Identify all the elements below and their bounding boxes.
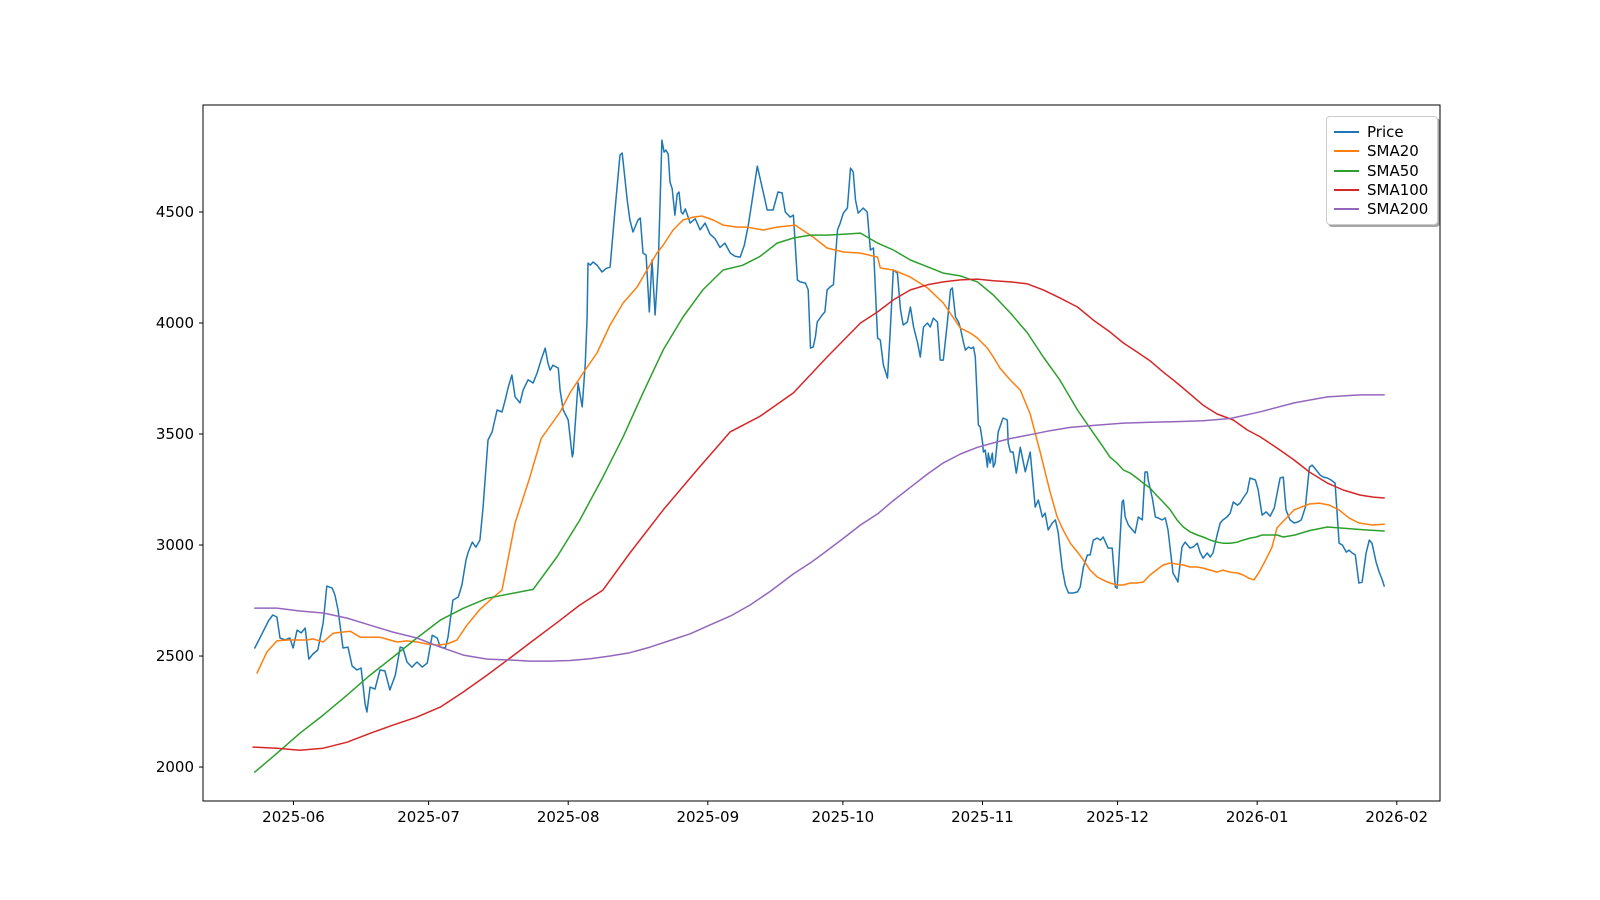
sma20-line bbox=[256, 215, 1385, 674]
y-tick-label: 4000 bbox=[156, 314, 194, 332]
legend-label-sma50: SMA50 bbox=[1367, 161, 1419, 180]
legend: Price SMA20 SMA50 SMA100 SMA200 bbox=[1326, 116, 1438, 225]
x-tick-label: 2026-02 bbox=[1365, 808, 1428, 826]
sma20-line-swatch bbox=[1334, 150, 1359, 153]
y-tick-label: 2000 bbox=[156, 758, 194, 776]
price-line bbox=[254, 139, 1385, 713]
sma200-line-swatch bbox=[1334, 208, 1359, 211]
legend-item-sma200: SMA200 bbox=[1334, 200, 1430, 219]
x-tick-label: 2025-07 bbox=[397, 808, 460, 826]
sma50-line-swatch bbox=[1334, 169, 1359, 172]
sma200-line bbox=[254, 394, 1385, 662]
y-tick-label: 2500 bbox=[156, 647, 194, 665]
x-tick-label: 2025-09 bbox=[676, 808, 739, 826]
y-axis: 2000 2500 3000 3500 4000 4500 bbox=[156, 203, 203, 776]
legend-item-price: Price bbox=[1334, 122, 1430, 141]
y-tick-label: 3000 bbox=[156, 536, 194, 554]
price-line-swatch bbox=[1334, 130, 1359, 133]
legend-item-sma50: SMA50 bbox=[1334, 161, 1430, 180]
x-tick-label: 2025-08 bbox=[537, 808, 600, 826]
sma50-line bbox=[254, 232, 1385, 773]
x-tick-label: 2025-06 bbox=[262, 808, 325, 826]
legend-label-price: Price bbox=[1367, 122, 1404, 141]
x-tick-label: 2025-11 bbox=[951, 808, 1014, 826]
x-tick-label: 2025-12 bbox=[1086, 808, 1149, 826]
legend-item-sma20: SMA20 bbox=[1334, 141, 1430, 160]
sma100-line bbox=[252, 278, 1385, 751]
y-tick-label: 4500 bbox=[156, 203, 194, 221]
sma100-line-swatch bbox=[1334, 188, 1359, 191]
legend-label-sma100: SMA100 bbox=[1367, 180, 1429, 199]
series-group bbox=[252, 139, 1385, 773]
plot-frame bbox=[202, 104, 1441, 802]
legend-item-sma100: SMA100 bbox=[1334, 180, 1430, 199]
legend-label-sma200: SMA200 bbox=[1367, 200, 1429, 219]
x-tick-label: 2026-01 bbox=[1226, 808, 1289, 826]
x-tick-label: 2025-10 bbox=[812, 808, 875, 826]
y-tick-label: 3500 bbox=[156, 425, 194, 443]
legend-label-sma20: SMA20 bbox=[1367, 142, 1419, 161]
x-axis: 2025-06 2025-07 2025-08 2025-09 2025-10 2025-… bbox=[262, 801, 1428, 826]
